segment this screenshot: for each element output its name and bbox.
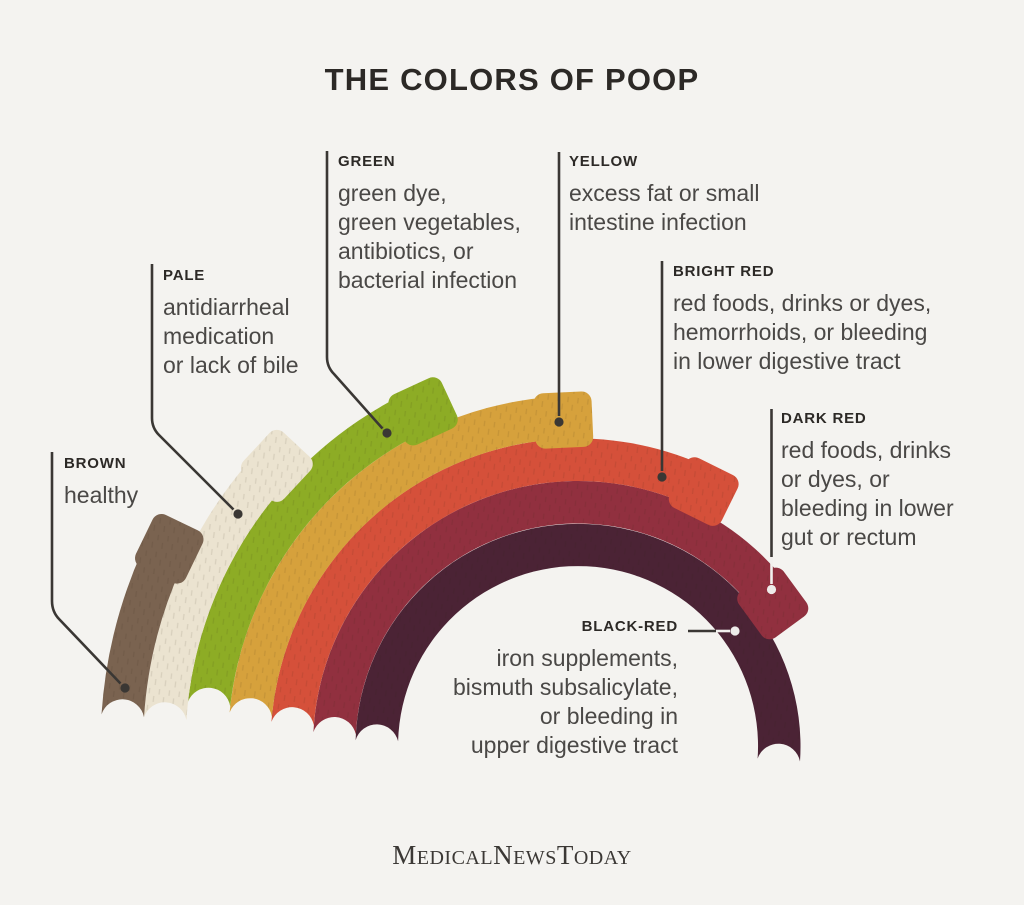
label-bright-red-body: red foods, drinks or dyes, hemorrhoids, … [673, 290, 932, 374]
pointer-dot-green [382, 428, 392, 438]
pointer-dot-yellow [554, 417, 564, 427]
label-brown: BROWN healthy [64, 456, 138, 510]
pointer-dot-dark-red [766, 584, 777, 595]
page-title: THE COLORS OF POOP [324, 62, 700, 97]
label-black-red-heading: BLACK-RED [581, 618, 678, 635]
pointer-dark-red [766, 409, 777, 595]
pointer-yellow [554, 152, 564, 427]
label-green-body: green dye, green vegetables, antibiotics… [338, 180, 521, 293]
label-dark-red: DARK RED red foods, drinks or dyes, or b… [781, 411, 954, 552]
label-green-heading: GREEN [338, 153, 396, 170]
band-texture [101, 373, 813, 762]
label-bright-red-heading: BRIGHT RED [673, 263, 775, 280]
label-brown-heading: BROWN [64, 455, 127, 472]
label-green: GREEN green dye, green vegetables, antib… [338, 154, 521, 295]
medical-news-today-logo: MEDICALNEWSTODAY [392, 840, 632, 870]
pointer-dot-bright-red [657, 472, 667, 482]
pointer-bright-red [657, 261, 667, 482]
label-bright-red: BRIGHT RED red foods, drinks or dyes, he… [673, 264, 931, 376]
label-pale-body: antidiarrheal medication or lack of bile [163, 294, 299, 378]
pointer-green [325, 151, 392, 438]
label-black-red: BLACK-RED iron supplements, bismuth subs… [453, 619, 678, 760]
pointer-dot-pale [233, 509, 243, 519]
label-brown-body: healthy [64, 482, 139, 508]
label-yellow: YELLOW excess fat or small intestine inf… [569, 154, 759, 237]
pointer-dot-brown [120, 683, 130, 693]
label-dark-red-body: red foods, drinks or dyes, or bleeding i… [781, 437, 954, 550]
pointer-black-red [688, 626, 740, 636]
label-black-red-body: iron supplements, bismuth subsalicylate,… [453, 645, 678, 758]
label-yellow-heading: YELLOW [569, 153, 638, 170]
label-pale-heading: PALE [163, 267, 206, 284]
label-yellow-body: excess fat or small intestine infection [569, 180, 760, 235]
pointer-dot-black-red [730, 626, 740, 636]
pointer-brown [50, 452, 130, 693]
label-pale: PALE antidiarrheal medication or lack of… [163, 268, 299, 380]
label-dark-red-heading: DARK RED [781, 410, 867, 427]
pointer-pale [150, 264, 243, 519]
